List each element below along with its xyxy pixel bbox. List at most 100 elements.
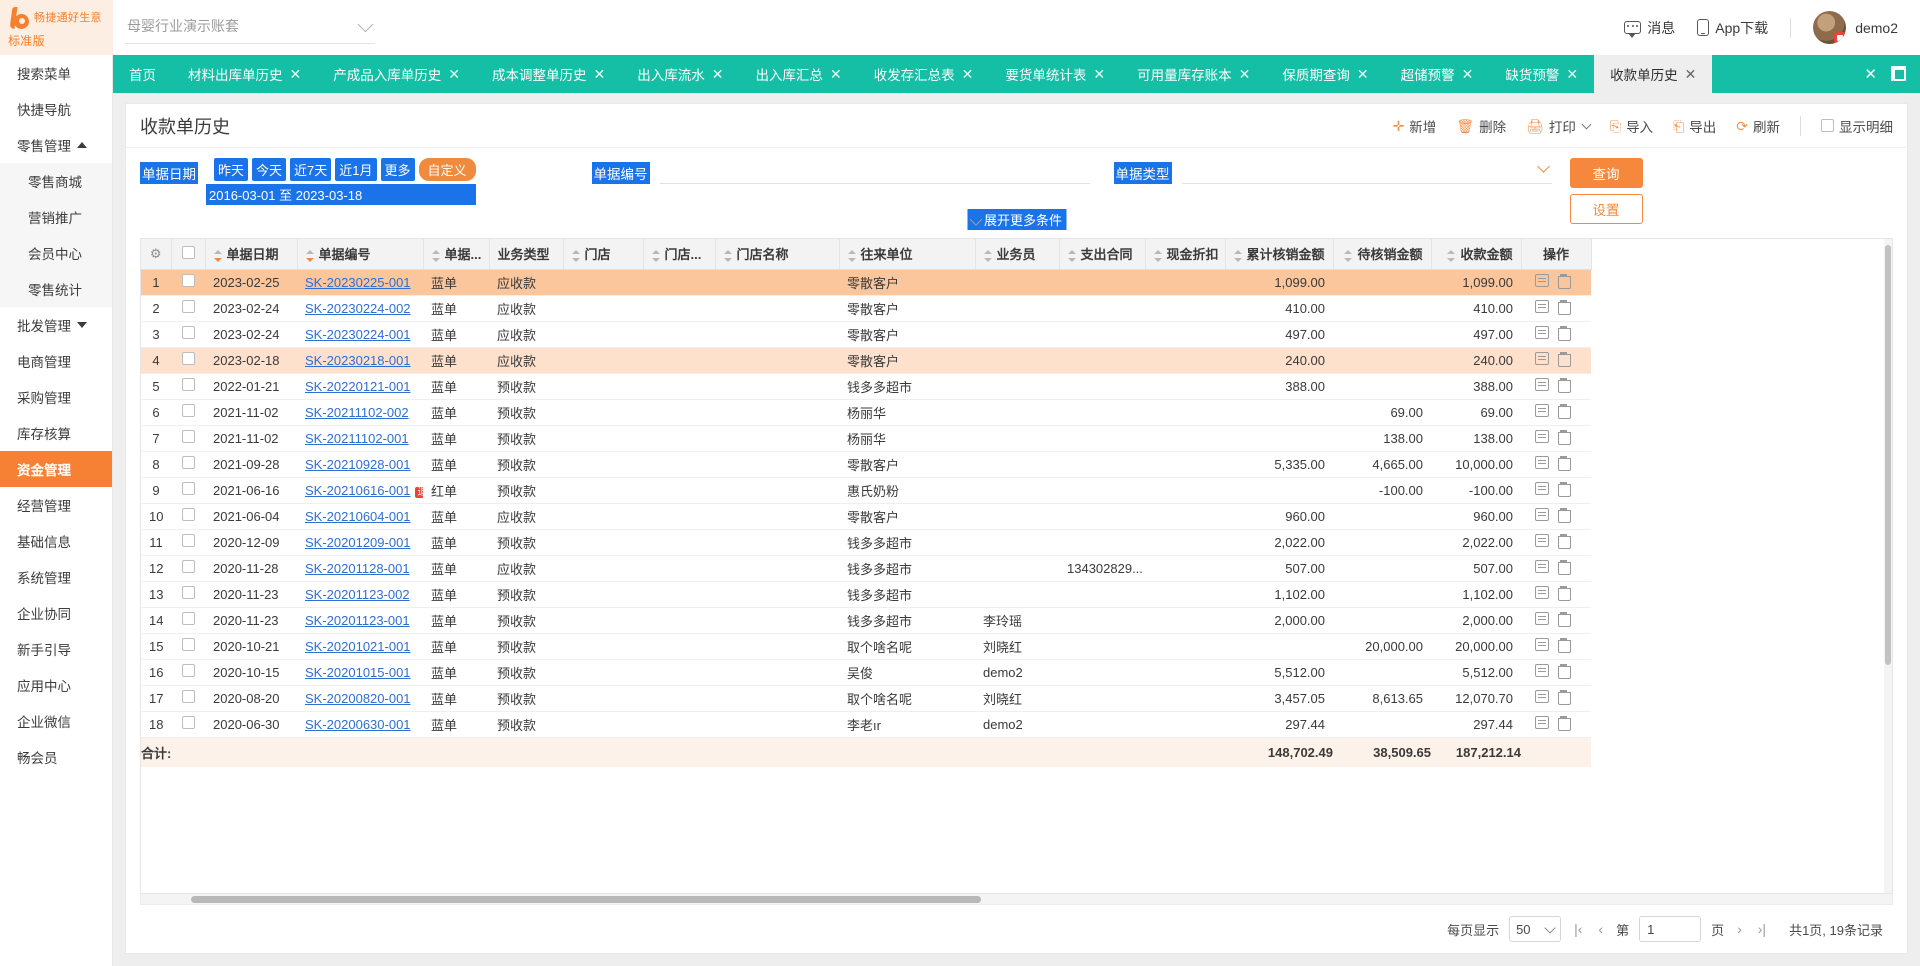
doc-type-select[interactable] — [1181, 158, 1552, 184]
row-checkbox[interactable] — [181, 274, 195, 287]
docno-link[interactable]: SK-20210616-001 — [305, 482, 411, 498]
tab-10[interactable]: 超储预警 ✕ — [1385, 55, 1490, 93]
doc-no-input[interactable] — [659, 158, 1090, 184]
add-button[interactable]: ✛ 新增 — [1393, 116, 1437, 136]
row-checkbox[interactable] — [181, 456, 195, 469]
view-icon[interactable] — [1534, 404, 1549, 417]
table-row[interactable]: 11 2020-12-09 SK-20201209-001 蓝单 预收款 钱多多超市 2,0… — [141, 529, 1591, 556]
col-header-date[interactable]: 单据日期 — [205, 239, 298, 270]
sort-icon[interactable] — [431, 249, 441, 262]
docno-link[interactable]: SK-20220121-001 — [305, 378, 411, 394]
sidebar-item-10[interactable]: 库存核算 — [0, 415, 112, 451]
tab-12[interactable]: 收款单历史 ✕ — [1594, 55, 1713, 93]
docno-link[interactable]: SK-20201209-001 — [305, 534, 411, 550]
sidebar-item-6[interactable]: 零售统计 — [0, 271, 112, 307]
sidebar-item-12[interactable]: 经营管理 — [0, 487, 112, 523]
trash-icon[interactable] — [1557, 352, 1571, 367]
checkbox-icon[interactable] — [1821, 119, 1834, 132]
close-icon[interactable]: ✕ — [1356, 66, 1369, 82]
view-icon[interactable] — [1534, 456, 1549, 469]
trash-icon[interactable] — [1557, 664, 1571, 679]
col-header-storecode[interactable]: 门店... — [643, 239, 716, 270]
sidebar-item-19[interactable]: 畅会员 — [0, 739, 112, 775]
sidebar-item-16[interactable]: 新手引导 — [0, 631, 112, 667]
sidebar-item-14[interactable]: 系统管理 — [0, 559, 112, 595]
row-checkbox[interactable] — [181, 586, 195, 599]
table-row[interactable]: 7 2021-11-02 SK-20211102-001 蓝单 预收款 杨丽华 138.00… — [141, 425, 1591, 452]
trash-icon[interactable] — [1557, 300, 1571, 315]
tab-7[interactable]: 要货单统计表 ✕ — [989, 55, 1121, 93]
sidebar-item-11[interactable]: 资金管理 — [0, 451, 112, 487]
view-icon[interactable] — [1534, 612, 1549, 625]
docno-link[interactable]: SK-20210928-001 — [305, 456, 411, 472]
show-detail-toggle[interactable]: 显示明细 — [1821, 116, 1893, 136]
close-icon[interactable]: ✕ — [289, 66, 302, 82]
sidebar-item-9[interactable]: 采购管理 — [0, 379, 112, 415]
export-button[interactable]: ⎗ 导出 — [1673, 116, 1716, 136]
docno-link[interactable]: SK-20201123-002 — [305, 586, 410, 602]
row-checkbox[interactable] — [181, 664, 195, 677]
sort-icon[interactable] — [847, 249, 857, 262]
custom-range-chip[interactable]: 自定义 — [418, 158, 476, 181]
view-icon[interactable] — [1534, 326, 1549, 339]
table-row[interactable]: 10 2021-06-04 SK-20210604-001 蓝单 应收款 零散客户 960.… — [141, 503, 1591, 530]
sort-icon[interactable] — [1153, 249, 1163, 262]
close-icon[interactable]: ✕ — [961, 66, 974, 82]
tab-2[interactable]: 产成品入库单历史 ✕ — [317, 55, 476, 93]
account-set-select[interactable]: 母婴行业演示账套 — [125, 11, 375, 44]
table-row[interactable]: 15 2020-10-21 SK-20201021-001 蓝单 预收款 取个啥名呢 刘晓红… — [141, 633, 1591, 660]
refresh-button[interactable]: ⟳ 刷新 — [1736, 116, 1780, 136]
view-icon[interactable] — [1534, 274, 1549, 287]
col-header-verified[interactable]: 累计核销金额 — [1225, 239, 1334, 270]
docno-link[interactable]: SK-20200820-001 — [305, 690, 411, 706]
select-all-checkbox[interactable] — [181, 245, 195, 259]
row-checkbox[interactable] — [181, 716, 195, 729]
row-checkbox[interactable] — [181, 612, 195, 625]
col-header-pending[interactable]: 待核销金额 — [1333, 239, 1432, 270]
close-icon[interactable]: ✕ — [593, 66, 606, 82]
tab-11[interactable]: 缺货预警 ✕ — [1489, 55, 1594, 93]
sidebar-item-18[interactable]: 企业微信 — [0, 703, 112, 739]
col-header-discount[interactable]: 现金折扣 — [1145, 239, 1226, 270]
quick-range-chip-3[interactable]: 近1月 — [335, 158, 377, 181]
trash-icon[interactable] — [1557, 482, 1571, 497]
close-icon[interactable]: ✕ — [1684, 66, 1697, 82]
row-checkbox[interactable] — [181, 534, 195, 547]
table-row[interactable]: 5 2022-01-21 SK-20220121-001 蓝单 预收款 钱多多超市 388.… — [141, 373, 1591, 400]
col-header-clerk[interactable]: 业务员 — [975, 239, 1060, 270]
sort-icon[interactable] — [213, 249, 223, 262]
delete-button[interactable]: 🗑 删除 — [1456, 116, 1506, 136]
tab-8[interactable]: 可用量库存账本 ✕ — [1121, 55, 1266, 93]
sidebar-item-4[interactable]: 营销推广 — [0, 199, 112, 235]
close-icon[interactable]: ✕ — [1461, 66, 1474, 82]
docno-link[interactable]: SK-20200630-001 — [305, 716, 411, 732]
sort-icon[interactable] — [723, 249, 733, 262]
sidebar-item-8[interactable]: 电商管理 — [0, 343, 112, 379]
trash-icon[interactable] — [1557, 560, 1571, 575]
next-page-button[interactable]: › — [1737, 921, 1742, 937]
trash-icon[interactable] — [1557, 456, 1571, 471]
row-checkbox[interactable] — [181, 300, 195, 313]
last-page-button[interactable]: ›| — [1757, 921, 1767, 937]
quick-range-chip-2[interactable]: 近7天 — [290, 158, 332, 181]
view-icon[interactable] — [1534, 586, 1549, 599]
per-page-select[interactable]: 50 — [1509, 916, 1562, 942]
view-icon[interactable] — [1534, 508, 1549, 521]
view-icon[interactable] — [1534, 664, 1549, 677]
sort-icon[interactable] — [1344, 249, 1353, 262]
view-icon[interactable] — [1534, 690, 1549, 703]
view-icon[interactable] — [1534, 716, 1549, 729]
prev-page-button[interactable]: ‹ — [1598, 921, 1604, 937]
print-button[interactable]: 🖨 打印 — [1526, 116, 1592, 136]
tab-3[interactable]: 成本调整单历史 ✕ — [476, 55, 621, 93]
vertical-scrollbar[interactable] — [1884, 239, 1892, 893]
table-row[interactable]: 14 2020-11-23 SK-20201123-001 蓝单 预收款 钱多多超市 李玲瑶… — [141, 607, 1591, 634]
tab-1[interactable]: 材料出库单历史 ✕ — [172, 55, 317, 93]
horizontal-scrollbar[interactable] — [140, 894, 1893, 905]
first-page-button[interactable]: |‹ — [1574, 921, 1583, 937]
trash-icon[interactable] — [1557, 274, 1571, 289]
docno-link[interactable]: SK-20201015-001 — [305, 664, 411, 680]
view-icon[interactable] — [1534, 430, 1549, 443]
trash-icon[interactable] — [1557, 638, 1571, 653]
gear-icon[interactable]: ⚙ — [149, 245, 162, 261]
